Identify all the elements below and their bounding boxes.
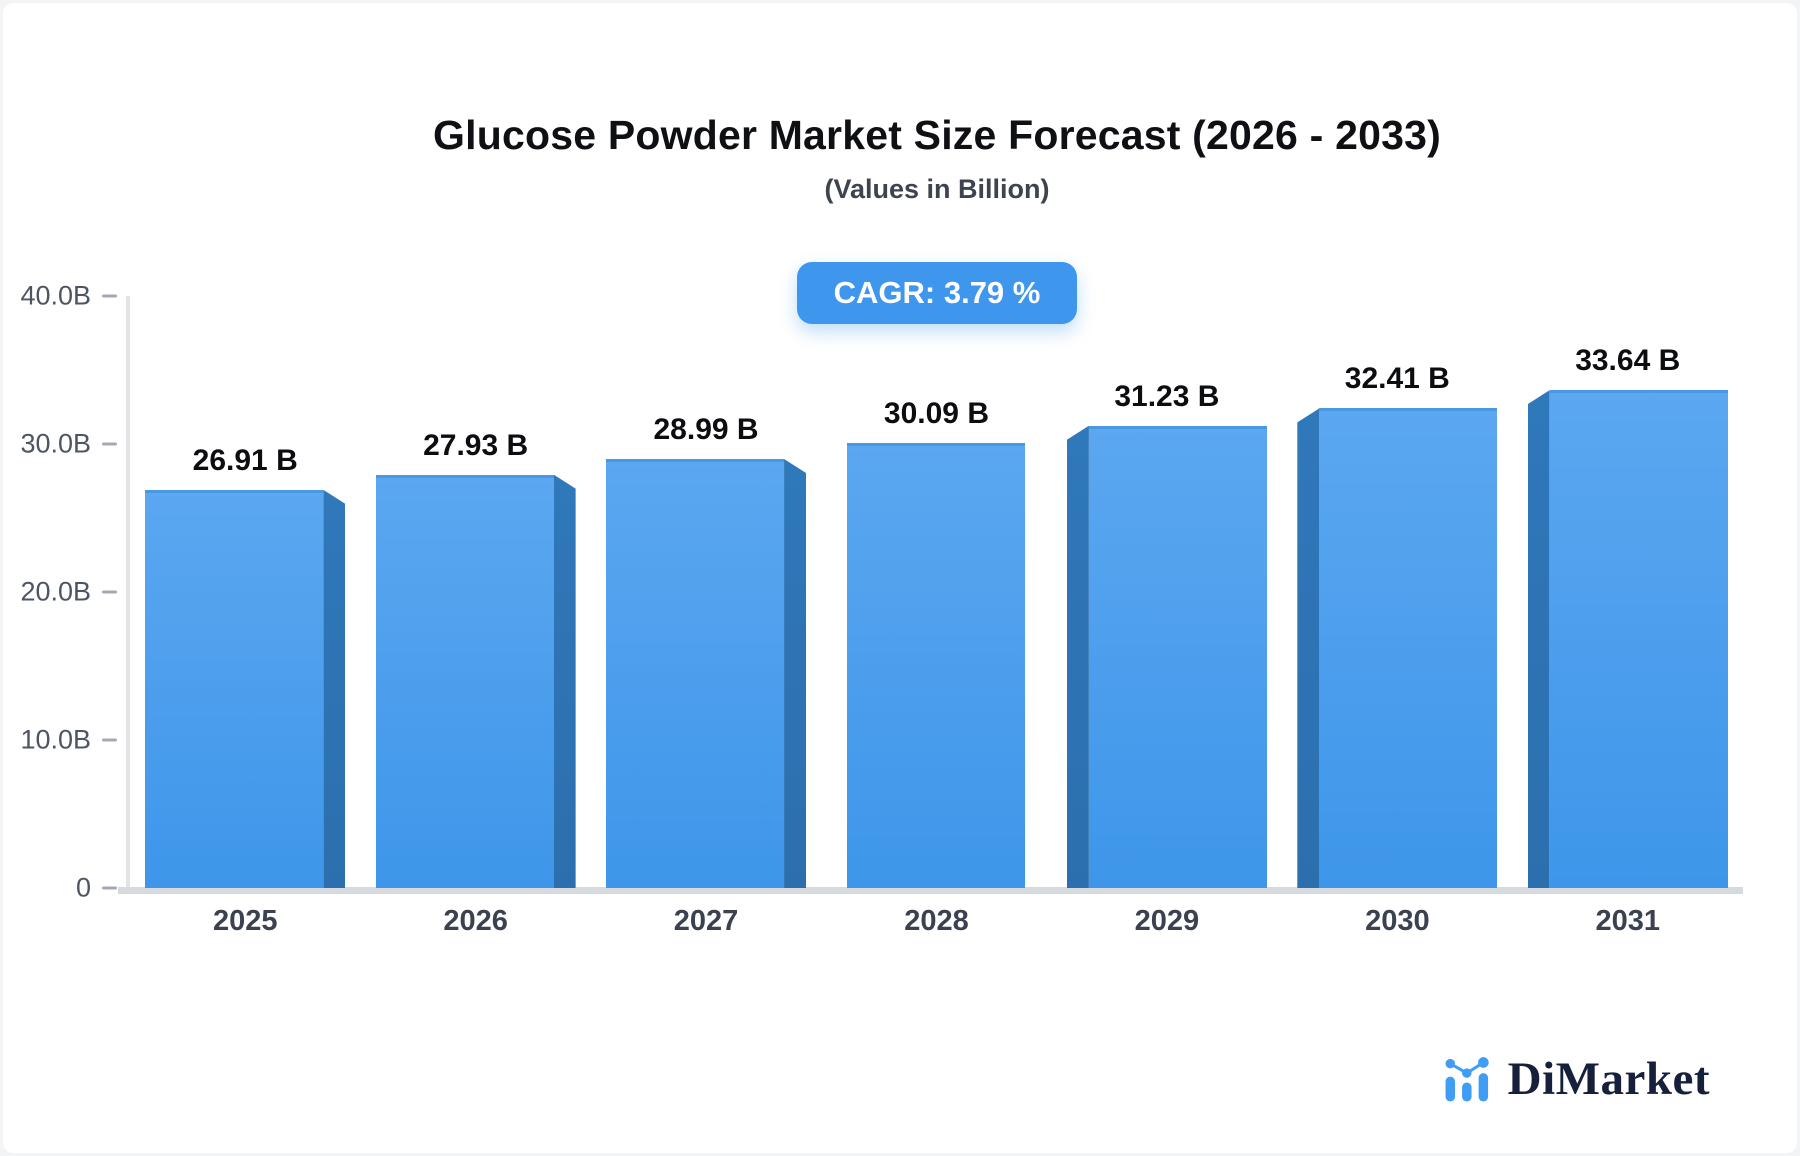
bar-value-label-2029: 31.23 B xyxy=(1114,379,1220,413)
x-axis-label-2025: 2025 xyxy=(212,905,278,937)
chart-column-2028: 30.09 B 2028 xyxy=(821,296,1051,937)
y-tick-mark xyxy=(102,442,117,446)
x-axis-label-2029: 2029 xyxy=(1134,905,1200,937)
y-tick-30.0B: 30.0B xyxy=(11,429,130,460)
bar-value-label-2028: 30.09 B xyxy=(883,396,989,430)
chart-column-2031: 33.64 B 2031 xyxy=(1513,296,1743,937)
y-tick-mark xyxy=(102,886,117,890)
y-tick-40.0B: 40.0B xyxy=(11,281,130,312)
chart-subtitle: (Values in Billion) xyxy=(824,174,1050,204)
bar-side-face xyxy=(1527,390,1550,888)
chart-column-2027: 28.99 B 2027 xyxy=(591,296,821,937)
bar-value-label-2025: 26.91 B xyxy=(192,443,298,477)
y-tick-mark xyxy=(102,738,117,742)
bar-2025[interactable]: 26.91 B xyxy=(145,444,346,888)
x-axis-label-2031: 2031 xyxy=(1595,905,1660,937)
y-tick-20.0B: 20.0B xyxy=(11,577,130,608)
bar-columns: 26.91 B 2025 27.93 B 2026 28.99 B 2027 30.09 B… xyxy=(130,296,1743,937)
bar-2026[interactable]: 27.93 B xyxy=(375,429,576,888)
y-tick-label: 30.0B xyxy=(20,428,91,459)
chart-title: Glucose Powder Market Size Forecast (202… xyxy=(433,112,1441,158)
bar-front-face xyxy=(606,458,785,888)
y-tick-mark xyxy=(102,294,117,298)
bar-2031[interactable]: 33.64 B xyxy=(1527,344,1728,888)
bar-2027[interactable]: 28.99 B xyxy=(606,413,807,888)
bar-front-face xyxy=(375,474,554,888)
x-axis-label-2027: 2027 xyxy=(673,905,739,937)
bar-value-label-2031: 33.64 B xyxy=(1575,344,1681,378)
cagr-badge: CAGR: 3.79 % xyxy=(796,262,1078,324)
y-tick-0: 0 xyxy=(11,873,130,904)
bar-side-face xyxy=(323,489,346,888)
bar-front-face xyxy=(1088,425,1267,888)
bar-value-label-2030: 32.41 B xyxy=(1344,362,1450,396)
x-axis-baseline xyxy=(118,887,1743,894)
chart-column-2029: 31.23 B 2029 xyxy=(1052,296,1282,937)
y-tick-label: 0 xyxy=(75,872,91,903)
bar-value-label-2026: 27.93 B xyxy=(423,428,529,462)
bar-value-label-2027: 28.99 B xyxy=(653,412,759,446)
cagr-badge-wrap: CAGR: 3.79 % xyxy=(74,262,1800,324)
chart-column-2030: 32.41 B 2030 xyxy=(1282,296,1512,937)
bar-2029[interactable]: 31.23 B xyxy=(1066,380,1267,888)
y-tick-10.0B: 10.0B xyxy=(11,725,130,756)
chart-plot-area: 26.91 B 2025 27.93 B 2026 28.99 B 2027 30.09 B… xyxy=(118,296,1743,937)
y-axis-line xyxy=(126,296,130,888)
x-axis-label-2026: 2026 xyxy=(443,905,508,937)
dimarket-logo: DiMarket xyxy=(1442,1052,1710,1106)
y-axis: 40.0B 30.0B 20.0B 10.0B 0 xyxy=(0,281,130,903)
y-tick-label: 20.0B xyxy=(20,576,91,607)
bar-side-face xyxy=(1297,408,1320,888)
bar-2028[interactable]: 30.09 B xyxy=(836,397,1036,888)
bar-side-face xyxy=(1066,425,1089,888)
chart-column-2025: 26.91 B 2025 xyxy=(130,296,360,937)
bar-front-face xyxy=(1319,408,1498,888)
x-axis-label-2030: 2030 xyxy=(1365,905,1430,937)
bar-front-face xyxy=(145,489,324,888)
y-tick-label: 10.0B xyxy=(20,724,91,755)
y-tick-label: 40.0B xyxy=(20,280,91,311)
bar-side-face xyxy=(553,474,576,888)
bar-2030[interactable]: 32.41 B xyxy=(1297,362,1498,888)
y-tick-mark xyxy=(102,590,117,594)
bar-side-face xyxy=(784,458,807,888)
bar-front-face xyxy=(1549,390,1728,888)
bar-front-face xyxy=(847,442,1026,888)
x-axis-label-2028: 2028 xyxy=(904,905,969,937)
chart-column-2026: 27.93 B 2026 xyxy=(360,296,590,937)
bar-chart-with-trendline-icon xyxy=(1445,1057,1489,1102)
logo-text: DiMarket xyxy=(1507,1053,1710,1105)
